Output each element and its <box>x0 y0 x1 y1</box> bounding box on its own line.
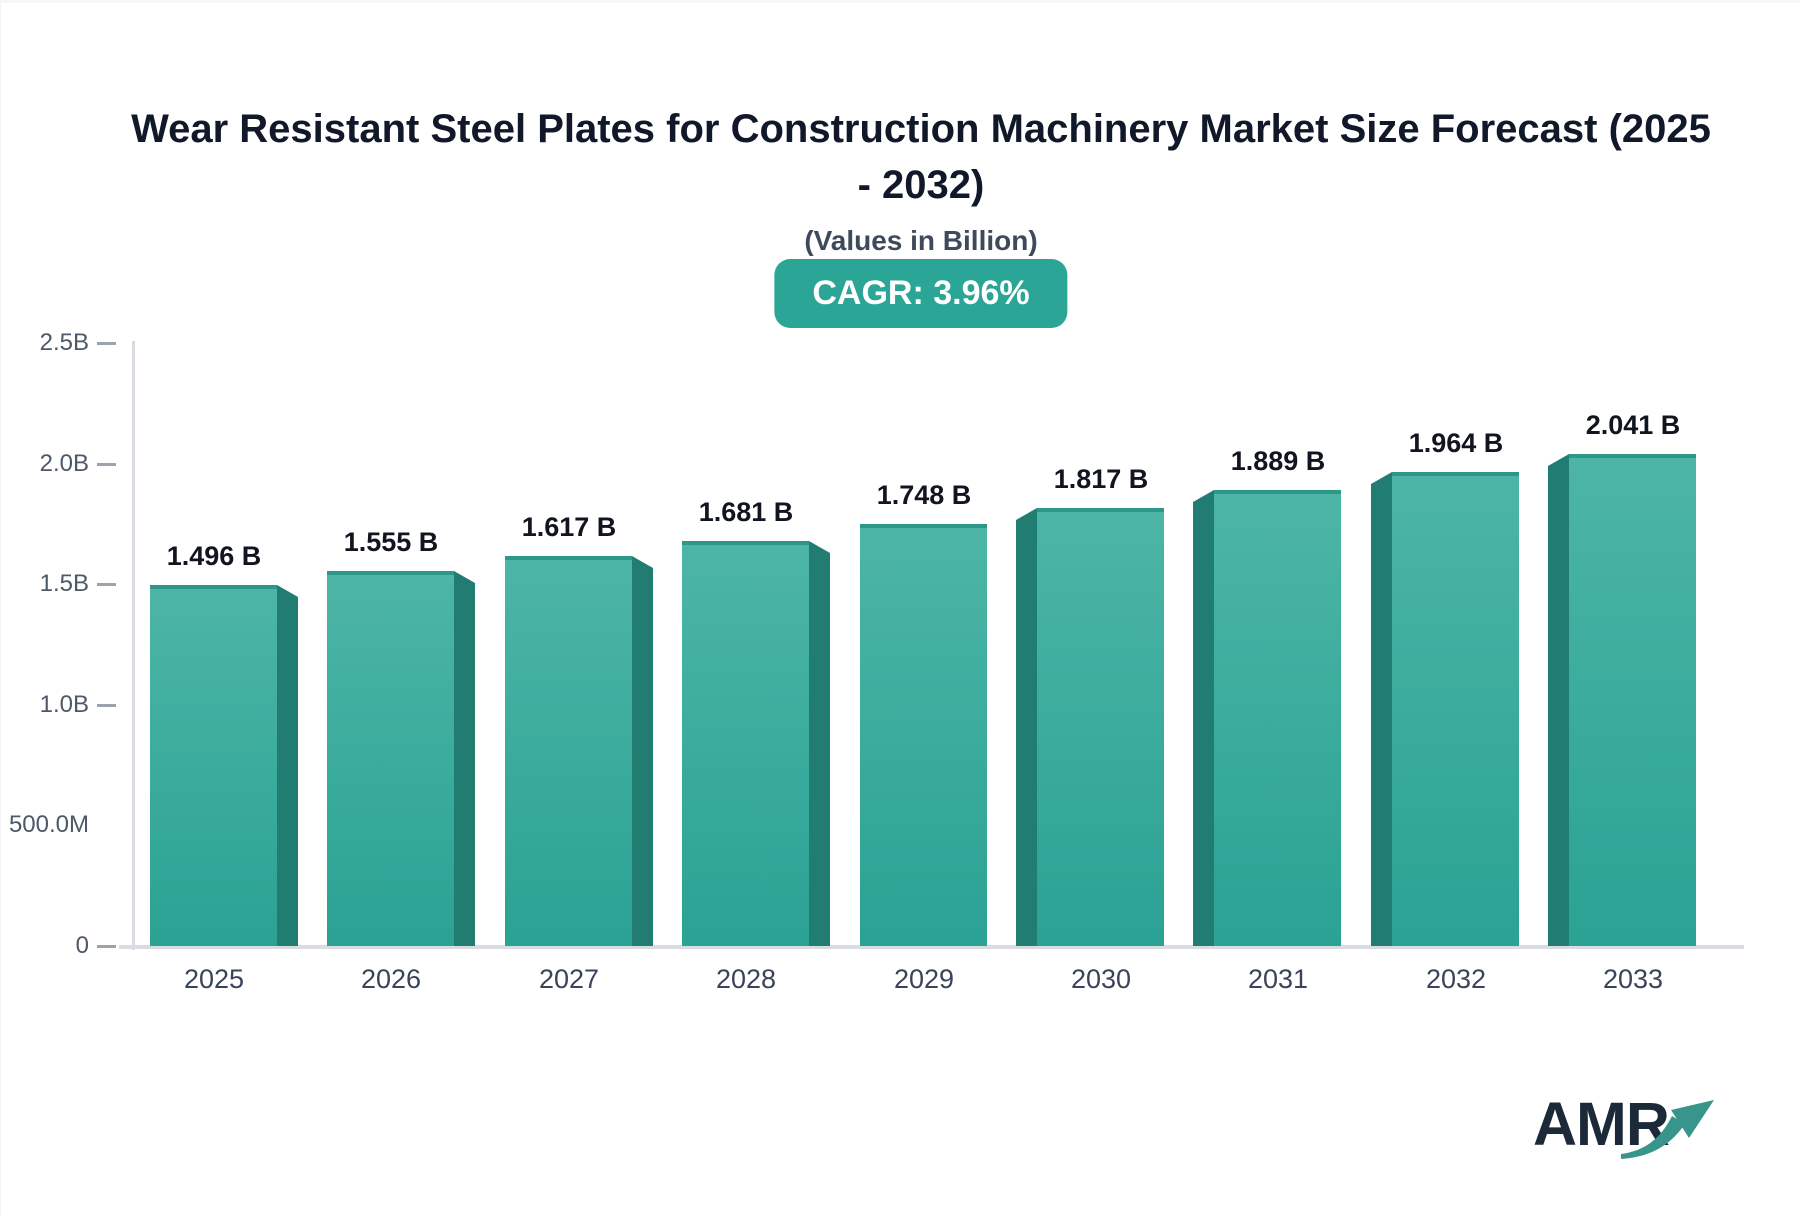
bar-side-face-2030 <box>1016 508 1037 946</box>
x-axis-baseline <box>119 945 1744 949</box>
bar-2029[interactable] <box>860 524 987 946</box>
bar-value-label-2027: 1.617 B <box>521 512 617 542</box>
x-axis-label-2028: 2028 <box>715 964 777 994</box>
chart-title: Wear Resistant Steel Plates for Construc… <box>41 101 1800 213</box>
x-axis-label-2033: 2033 <box>1602 964 1664 994</box>
x-axis-label-2030: 2030 <box>1070 964 1132 994</box>
bar-2025[interactable] <box>150 585 277 946</box>
bar-side-face-2025 <box>277 585 298 946</box>
y-axis-line <box>132 341 135 950</box>
bar-2027[interactable] <box>505 556 632 946</box>
bar-2031[interactable] <box>1214 490 1341 946</box>
x-axis-label-2027: 2027 <box>538 964 600 994</box>
bar-side-face-2027 <box>632 556 653 946</box>
amr-logo: AMR <box>1533 1089 1763 1179</box>
y-axis-label-1.5B: 1.5B <box>39 570 89 597</box>
x-axis-label-2025: 2025 <box>183 964 245 994</box>
plot-area: 2.5B 2.0B 1.5B 1.0B 500.0M 0 1.496 B 2025 1.555 … <box>1 3 1800 1215</box>
bar-value-label-2031: 1.889 B <box>1230 446 1326 476</box>
y-axis-label-500.0M: 500.0M <box>8 811 89 838</box>
bar-side-face-2033 <box>1548 454 1569 946</box>
bar-2032[interactable] <box>1392 472 1519 946</box>
y-axis-tick-1.5B <box>97 583 116 586</box>
bar-2030[interactable] <box>1037 508 1164 946</box>
bar-value-label-2033: 2.041 B <box>1585 410 1681 440</box>
y-axis-tick-2.0B <box>97 463 116 466</box>
bar-value-label-2028: 1.681 B <box>698 497 794 527</box>
bar-side-face-2031 <box>1193 490 1214 946</box>
bar-2028[interactable] <box>682 541 809 946</box>
growth-arrow-icon <box>1621 1100 1714 1159</box>
x-axis-label-2031: 2031 <box>1247 964 1309 994</box>
bar-2033[interactable] <box>1569 454 1696 946</box>
cagr-badge: CAGR: 3.96% <box>774 259 1068 328</box>
chart-subtitle: (Values in Billion) <box>804 225 1038 256</box>
y-axis-tick-0 <box>97 945 116 948</box>
bar-value-label-2026: 1.555 B <box>343 527 439 557</box>
y-axis-label-1.0B: 1.0B <box>39 691 89 718</box>
y-axis-label-0: 0 <box>75 932 89 959</box>
chart-title-line2: - 2032) <box>857 163 985 207</box>
bar-side-face-2032 <box>1371 472 1392 946</box>
chart-title-line1: Wear Resistant Steel Plates for Construc… <box>131 107 1711 151</box>
y-axis-tick-2.5B <box>97 342 116 345</box>
bar-value-label-2025: 1.496 B <box>166 541 262 571</box>
bar-2026[interactable] <box>327 571 454 946</box>
x-axis-label-2029: 2029 <box>893 964 955 994</box>
bar-side-face-2028 <box>809 541 830 946</box>
y-axis-label-2.5B: 2.5B <box>39 329 89 356</box>
bar-value-label-2032: 1.964 B <box>1408 428 1504 458</box>
x-axis-label-2026: 2026 <box>360 964 422 994</box>
bar-value-label-2030: 1.817 B <box>1053 464 1149 494</box>
y-axis-label-2.0B: 2.0B <box>39 450 89 477</box>
y-axis-tick-1.0B <box>97 704 116 707</box>
bar-value-label-2029: 1.748 B <box>876 480 972 510</box>
x-axis-label-2032: 2032 <box>1425 964 1487 994</box>
bar-side-face-2026 <box>454 571 475 946</box>
